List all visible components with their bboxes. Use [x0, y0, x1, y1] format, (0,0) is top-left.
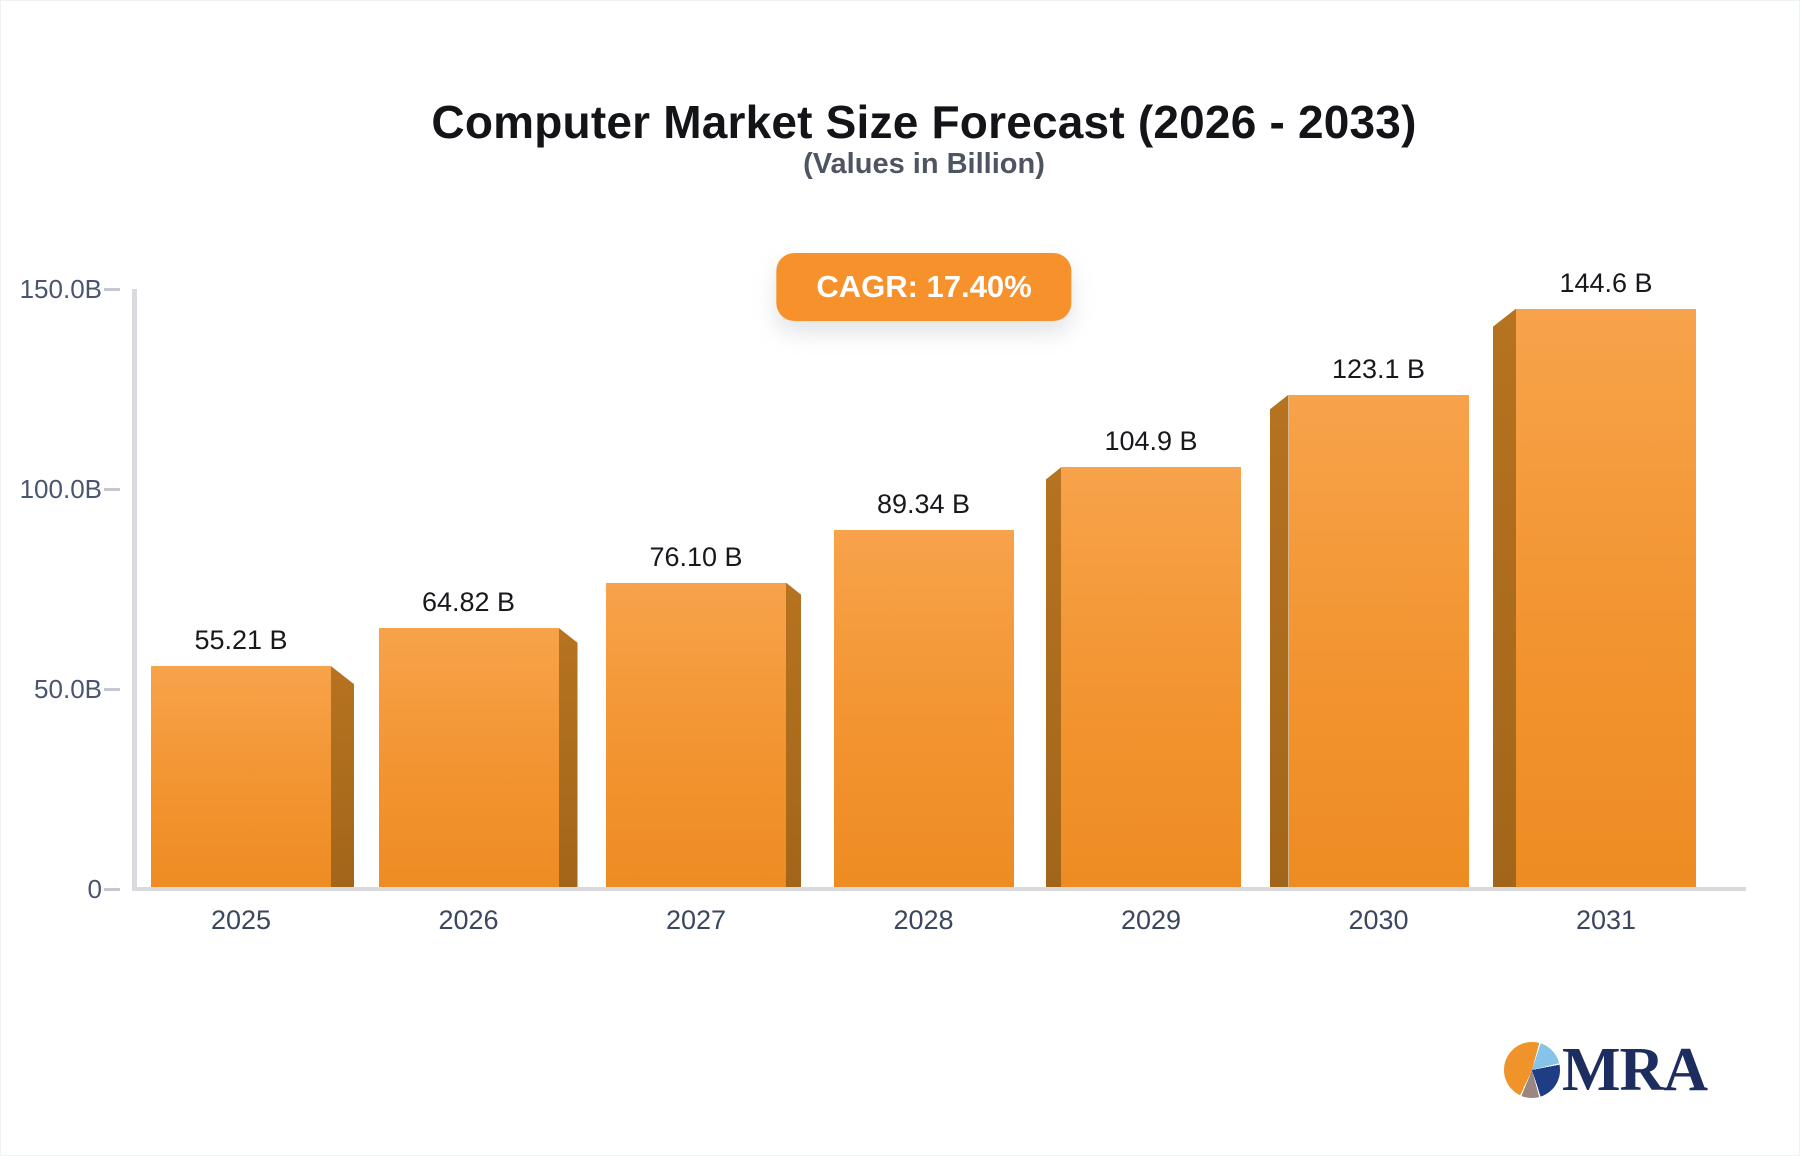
- bar-front-face: [606, 582, 786, 887]
- x-axis-label: 2031: [1575, 905, 1637, 935]
- y-axis-tick-label: 50.0B: [34, 674, 102, 704]
- bar-front-face: [1061, 467, 1241, 887]
- bar-front-face: [833, 529, 1014, 887]
- y-axis-tick-label: 0: [87, 874, 102, 904]
- x-axis-label: 2028: [893, 905, 954, 935]
- brand-name: MRA: [1562, 1036, 1708, 1104]
- x-axis-label: 2025: [210, 905, 272, 935]
- bar-side-face: [1493, 308, 1516, 887]
- y-axis-tick-label: 100.0B: [19, 474, 102, 504]
- y-axis-tick-mark: [104, 688, 120, 691]
- bar-value-label: 123.1 B: [1331, 353, 1426, 384]
- bar-value-label: 104.9 B: [1104, 426, 1198, 457]
- bar-front-face: [378, 627, 559, 887]
- bar-side-face: [1269, 394, 1289, 887]
- brand-logo: MRA: [1504, 1036, 1708, 1104]
- x-axis-label: 2027: [665, 905, 727, 935]
- bar-value-label: 89.34 B: [876, 488, 971, 519]
- bar-value-label: 55.21 B: [194, 625, 288, 656]
- bar-side-face: [1046, 467, 1061, 887]
- bar-side-face: [786, 582, 801, 887]
- y-axis-tick-label: 150.0B: [19, 274, 102, 304]
- bar-side-face: [558, 627, 578, 887]
- bar-front-face: [1288, 394, 1469, 887]
- bar-front-face: [1516, 308, 1696, 887]
- y-axis-tick-mark: [104, 288, 120, 291]
- pie-chart-logo-icon: [1504, 1042, 1560, 1098]
- chart-subtitle: (Values in Billion): [803, 148, 1045, 180]
- bar-front-face: [151, 666, 331, 887]
- plot-area: 150.0B 100.0B 50.0B 0 55.21 B 2025 64.82 B 2026…: [20, 268, 1746, 935]
- chart-title: Computer Market Size Forecast (2026 - 20…: [431, 96, 1417, 148]
- bar-value-label: 64.82 B: [421, 586, 516, 617]
- bar-value-label: 76.10 B: [649, 541, 743, 572]
- bar-side-face: [331, 666, 354, 887]
- x-axis-label: 2029: [1120, 905, 1182, 935]
- y-axis-tick-mark: [104, 888, 120, 891]
- x-axis-baseline: [132, 887, 1746, 891]
- y-axis-tick-mark: [104, 488, 120, 491]
- cagr-badge: CAGR: 17.40%: [776, 253, 1072, 321]
- y-axis-line: [132, 289, 137, 891]
- bar-value-label: 144.6 B: [1559, 267, 1653, 298]
- x-axis-label: 2026: [438, 905, 499, 935]
- x-axis-label: 2030: [1348, 905, 1409, 935]
